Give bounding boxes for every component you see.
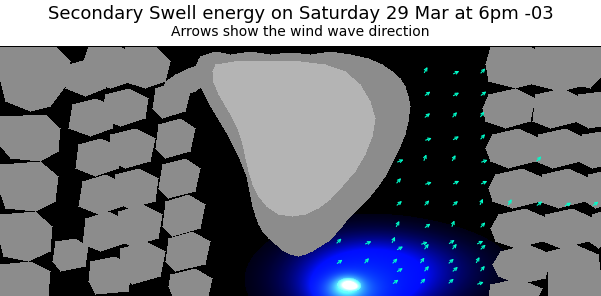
Text: Arrows show the wind wave direction: Arrows show the wind wave direction xyxy=(171,25,430,39)
Text: Secondary Swell energy on Saturday 29 Mar at 6pm -03: Secondary Swell energy on Saturday 29 Ma… xyxy=(47,5,554,23)
